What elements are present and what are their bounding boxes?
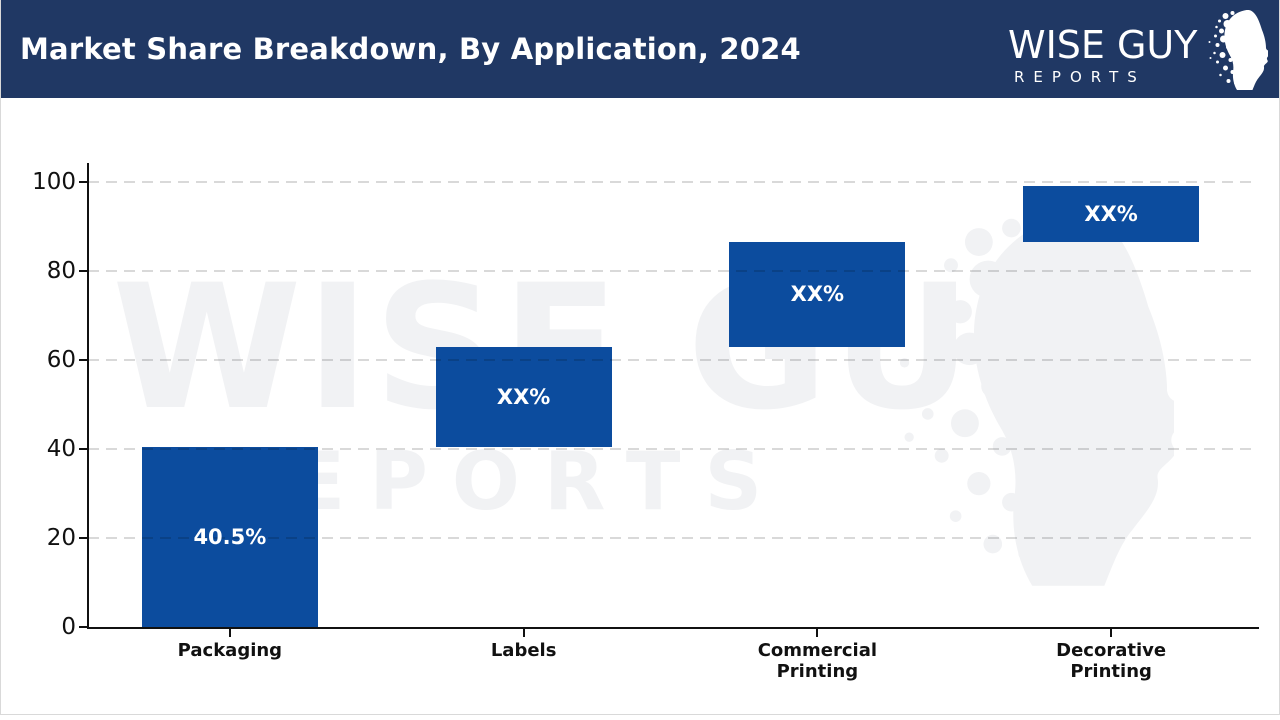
bar — [1023, 186, 1200, 243]
x-tick-mark — [228, 629, 231, 637]
wise-guy-logo: WISE GUY REPORTS — [1008, 10, 1268, 90]
y-tick-mark — [79, 537, 87, 539]
gridline — [88, 448, 1258, 450]
y-tick-label: 100 — [32, 169, 76, 195]
gridline — [88, 181, 1258, 183]
x-tick-label-line: Decorative — [1056, 640, 1167, 661]
y-tick-label: 60 — [46, 347, 76, 373]
x-tick-label: Commercial Printing — [707, 640, 927, 682]
bar-value-label: XX% — [1084, 202, 1138, 227]
page-title: Market Share Breakdown, By Application, … — [20, 32, 801, 66]
x-tick-label-line: Packaging — [177, 640, 283, 661]
header-bar: Market Share Breakdown, By Application, … — [0, 0, 1280, 98]
bar — [141, 446, 318, 627]
x-tick-label: Packaging — [120, 640, 340, 661]
logo-subtext: REPORTS — [1014, 68, 1146, 86]
y-tick-label: 80 — [46, 258, 76, 284]
y-axis-line — [87, 163, 89, 629]
y-tick-label: 20 — [46, 525, 76, 551]
y-tick-label: 40 — [46, 436, 76, 462]
gridline — [88, 270, 1258, 272]
x-tick-mark — [816, 629, 819, 637]
bar — [435, 346, 612, 447]
gridline — [88, 537, 1258, 539]
gridline — [88, 359, 1258, 361]
x-tick-mark — [1110, 629, 1113, 637]
x-tick-label-line: Printing — [776, 661, 859, 682]
x-tick-label: Decorative Printing — [1001, 640, 1221, 682]
x-tick-label: Labels — [414, 640, 634, 661]
bar-value-label: XX% — [496, 384, 551, 409]
y-tick-mark — [79, 359, 87, 361]
x-axis-line — [87, 627, 1259, 629]
x-tick-label-line: Commercial — [757, 640, 878, 661]
x-tick-label-line: Printing — [1070, 661, 1152, 682]
y-tick-mark — [79, 270, 87, 272]
y-tick-label: 0 — [61, 614, 76, 640]
logo-wordmark: WISE GUY — [1008, 23, 1198, 67]
x-tick-mark — [522, 629, 525, 637]
y-tick-mark — [79, 626, 87, 628]
bar-value-label: XX% — [790, 282, 845, 307]
x-tick-label-line: Labels — [490, 640, 557, 661]
logo-head-icon — [1208, 10, 1268, 90]
y-tick-mark — [79, 448, 87, 450]
y-tick-mark — [79, 181, 87, 183]
bar — [729, 242, 906, 347]
bar-value-label: 40.5% — [193, 524, 267, 549]
